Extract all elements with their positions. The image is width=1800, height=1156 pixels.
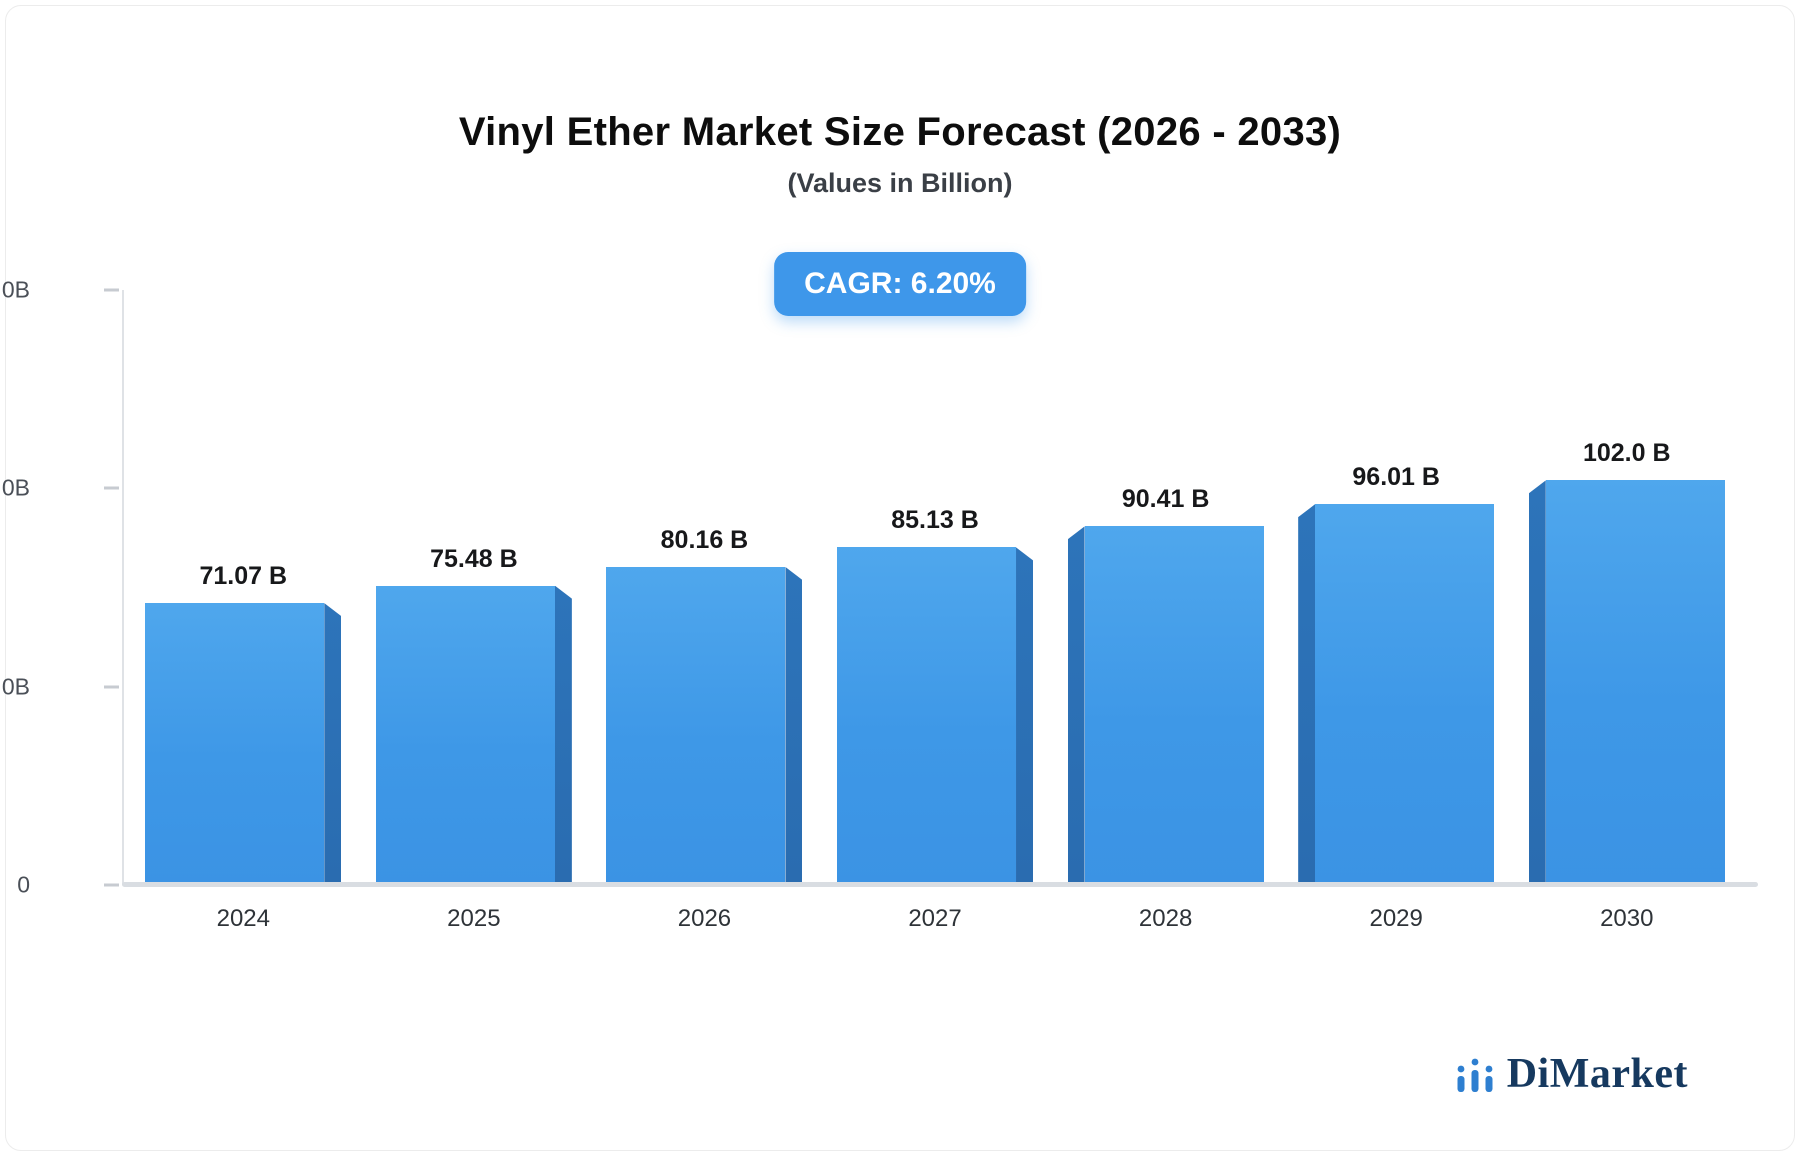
bar-2024 [145, 603, 342, 885]
bar-face [375, 585, 555, 885]
bar-2026 [606, 567, 803, 885]
y-axis-line [122, 290, 124, 885]
bar-2030 [1528, 480, 1725, 885]
bar-value-label: 75.48 B [430, 544, 518, 573]
y-tick-label: 150.0B [0, 276, 30, 303]
bar-value-label: 102.0 B [1582, 439, 1671, 468]
cagr-badge: CAGR: 6.20% [774, 252, 1026, 316]
x-axis-label-2028: 2028 [1138, 905, 1193, 932]
bar-column-2029: 96.01 B [1281, 290, 1512, 885]
y-tick-label: 50.0B [0, 673, 30, 700]
brand-logo: DiMarket [1453, 1050, 1688, 1098]
bar-column-2024: 71.07 B [128, 290, 359, 885]
bar-3d-side [1016, 547, 1034, 885]
x-axis-label-2027: 2027 [908, 905, 962, 932]
bar-face [1545, 480, 1725, 885]
bars-container: 71.07 B 75.48 B 80.16 B 85.13 B 90.41 B 96.01… [128, 290, 1742, 885]
bar-column-2026: 80.16 B [589, 290, 820, 885]
bar-2027 [837, 547, 1034, 885]
bar-3d-side [1067, 526, 1085, 885]
x-axis-label-2024: 2024 [216, 905, 270, 932]
bar-value-label: 90.41 B [1121, 485, 1210, 514]
bar-3d-side [1298, 504, 1316, 885]
chart-title: Vinyl Ether Market Size Forecast (2026 -… [458, 110, 1342, 154]
bar-value-label: 96.01 B [1352, 463, 1440, 492]
y-tick-mark [104, 685, 119, 689]
bar-2025 [375, 585, 572, 885]
y-tick-mark [104, 288, 119, 292]
x-axis-labels: 2024 2025 2026 2027 2028 2029 2030 [128, 905, 1742, 933]
chart-subtitle: (Values in Billion) [787, 168, 1013, 198]
x-axis-label-2030: 2030 [1600, 905, 1654, 932]
bar-3d-side [324, 603, 342, 885]
bar-2029 [1298, 504, 1495, 885]
y-tick-mark [104, 883, 119, 887]
x-axis-line [122, 882, 1759, 887]
bar-chart-logo-icon [1457, 1058, 1493, 1092]
bar-column-2028: 90.41 B [1050, 290, 1281, 885]
bar-3d-side [1528, 480, 1546, 885]
x-axis-label-2029: 2029 [1369, 905, 1423, 932]
bar-face [1315, 504, 1495, 885]
y-tick-label: 0 [17, 871, 30, 898]
bar-value-label: 80.16 B [660, 526, 749, 555]
bar-3d-side [785, 567, 803, 885]
bar-face [606, 567, 786, 885]
plot-area: 71.07 B 75.48 B 80.16 B 85.13 B 90.41 B 96.01… [0, 277, 1759, 898]
y-tick-mark [104, 486, 119, 490]
bar-value-label: 85.13 B [891, 506, 979, 535]
y-tick-label: 100.0B [0, 474, 30, 501]
bar-3d-side [554, 585, 572, 885]
brand-logo-text: DiMarket [1506, 1051, 1688, 1097]
bar-face [1084, 526, 1264, 885]
x-axis-label-2025: 2025 [447, 905, 501, 932]
x-axis-label-2026: 2026 [677, 905, 732, 932]
bar-column-2027: 85.13 B [820, 290, 1051, 885]
bar-face [837, 547, 1017, 885]
bar-column-2030: 102.0 B [1511, 290, 1742, 885]
bar-column-2025: 75.48 B [359, 290, 590, 885]
bar-2028 [1067, 526, 1264, 885]
bar-value-label: 71.07 B [199, 562, 288, 591]
bar-face [145, 603, 325, 885]
